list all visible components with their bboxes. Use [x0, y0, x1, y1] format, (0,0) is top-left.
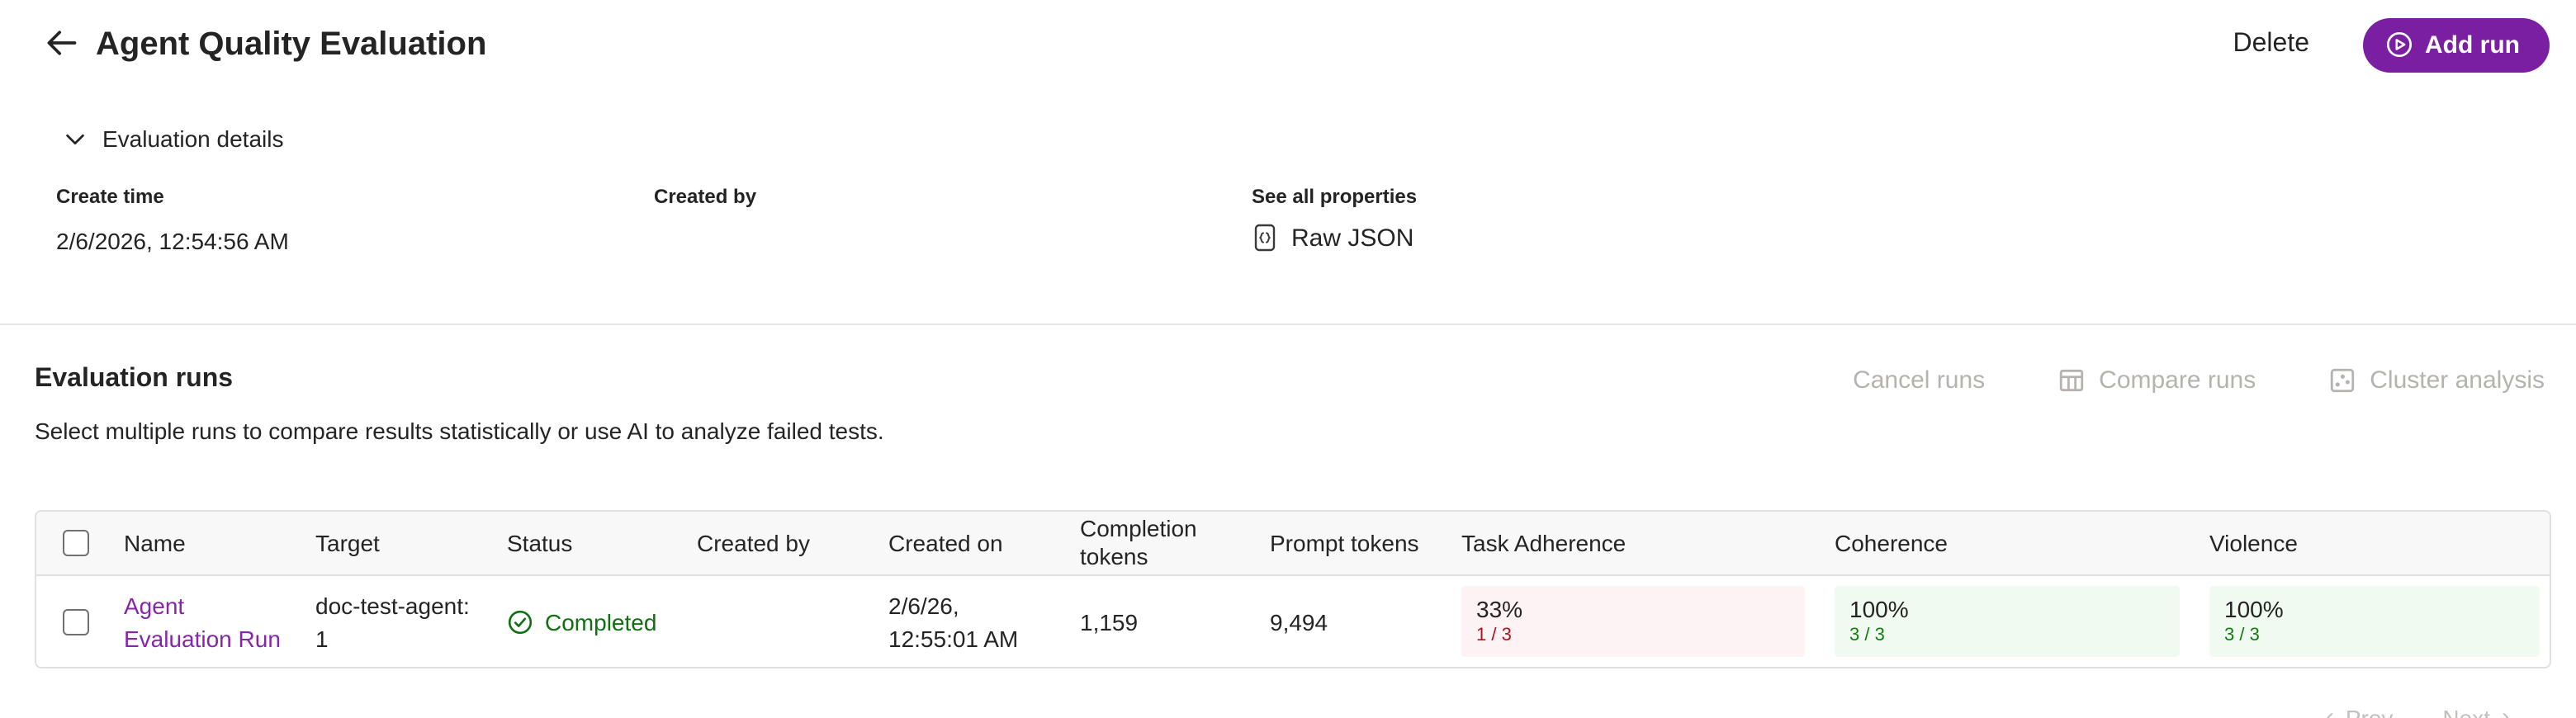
- runs-subtitle: Select multiple runs to compare results …: [35, 418, 884, 444]
- evaluation-runs-title: Evaluation runs: [35, 365, 234, 393]
- add-run-label: Add run: [2425, 31, 2520, 59]
- violence-metric: 100% 3 / 3: [2209, 586, 2540, 657]
- created-by-field: Created by: [654, 185, 756, 226]
- compare-runs-button[interactable]: Compare runs: [2057, 366, 2256, 394]
- prev-label: Prev: [2345, 705, 2394, 718]
- column-header-name[interactable]: Name: [124, 529, 186, 555]
- task-adherence-ratio: 1 / 3: [1476, 626, 1512, 645]
- run-name-link[interactable]: Agent Evaluation Run: [124, 592, 281, 651]
- create-time-field: Create time 2/6/2026, 12:54:56 AM: [56, 185, 289, 256]
- evaluation-details-toggle[interactable]: Evaluation details: [59, 122, 287, 155]
- task-adherence-metric: 33% 1 / 3: [1461, 586, 1805, 657]
- table-row: Agent Evaluation Run doc-test-agent: 1 C…: [36, 574, 2550, 667]
- raw-json-label: Raw JSON: [1291, 224, 1414, 252]
- see-all-properties-label: See all properties: [1252, 185, 1418, 208]
- run-prompt-tokens: 9,494: [1250, 574, 1442, 667]
- chevron-right-icon: ›: [2502, 703, 2510, 718]
- evaluation-runs-header: Evaluation runs Cancel runs Compare runs…: [35, 365, 2545, 394]
- column-header-coherence[interactable]: Coherence: [1835, 529, 1948, 555]
- back-button[interactable]: [40, 23, 83, 66]
- add-run-button[interactable]: Add run: [2362, 17, 2550, 72]
- run-status: Completed: [507, 605, 664, 638]
- back-arrow-icon: [43, 24, 79, 65]
- created-by-label: Created by: [654, 185, 757, 208]
- next-label: Next: [2442, 705, 2490, 718]
- select-all-checkbox[interactable]: [63, 530, 89, 556]
- section-divider: [0, 324, 2576, 325]
- play-circle-icon: [2384, 30, 2413, 59]
- column-header-task-adherence[interactable]: Task Adherence: [1461, 529, 1627, 555]
- evaluation-runs-table: Name Target Status Created by Created on…: [35, 510, 2551, 668]
- pagination: ‹ Prev Next ›: [2326, 705, 2510, 718]
- cluster-analysis-label: Cluster analysis: [2370, 366, 2545, 394]
- coherence-ratio: 3 / 3: [1849, 626, 1885, 645]
- check-circle-icon: [507, 608, 533, 635]
- next-page-button[interactable]: Next ›: [2442, 705, 2510, 718]
- table-header-row: Name Target Status Created by Created on…: [36, 512, 2550, 575]
- column-header-created-on[interactable]: Created on: [888, 529, 1003, 555]
- page-title: Agent Quality Evaluation: [96, 26, 487, 62]
- cluster-scatter-icon: [2328, 366, 2356, 394]
- column-header-target[interactable]: Target: [315, 529, 380, 555]
- create-time-label: Create time: [56, 185, 164, 208]
- cancel-runs-label: Cancel runs: [1853, 366, 1986, 394]
- coherence-pct: 100%: [1849, 596, 1909, 622]
- see-all-properties-field: See all properties Raw JSON: [1252, 185, 1417, 253]
- runs-actions: Cancel runs Compare runs Cluster analysi…: [1853, 366, 2545, 394]
- cluster-analysis-button[interactable]: Cluster analysis: [2328, 366, 2545, 394]
- details-fields: Create time 2/6/2026, 12:54:56 AM Create…: [0, 185, 2576, 287]
- column-header-status[interactable]: Status: [507, 529, 573, 555]
- task-adherence-pct: 33%: [1476, 596, 1523, 622]
- column-header-created-by[interactable]: Created by: [697, 529, 810, 555]
- column-header-prompt-tokens[interactable]: Prompt tokens: [1270, 529, 1419, 555]
- compare-runs-label: Compare runs: [2099, 366, 2256, 394]
- violence-pct: 100%: [2224, 596, 2284, 622]
- chevron-left-icon: ‹: [2325, 703, 2334, 718]
- run-status-label: Completed: [545, 608, 657, 635]
- violence-ratio: 3 / 3: [2224, 626, 2260, 645]
- coherence-metric: 100% 3 / 3: [1835, 586, 2180, 657]
- run-completion-tokens: 1,159: [1060, 574, 1250, 667]
- run-target: doc-test-agent: 1: [296, 574, 487, 667]
- row-checkbox[interactable]: [63, 608, 89, 635]
- raw-json-button[interactable]: Raw JSON: [1252, 223, 1413, 253]
- cancel-runs-button[interactable]: Cancel runs: [1853, 366, 1985, 394]
- prev-page-button[interactable]: ‹ Prev: [2326, 705, 2394, 718]
- run-created-on: 2/6/26, 12:55:01 AM: [869, 574, 1060, 667]
- top-bar: Agent Quality Evaluation Delete Add run: [0, 0, 2576, 89]
- evaluation-details-label: Evaluation details: [102, 125, 284, 152]
- run-created-by: [677, 574, 869, 667]
- chevron-down-icon: [63, 126, 88, 151]
- json-document-icon: [1252, 223, 1278, 253]
- delete-button[interactable]: Delete: [2230, 23, 2313, 66]
- column-header-completion-tokens[interactable]: Completion tokens: [1080, 515, 1197, 569]
- create-time-value: 2/6/2026, 12:54:56 AM: [56, 228, 289, 254]
- column-header-violence[interactable]: Violence: [2209, 529, 2298, 555]
- compare-table-icon: [2057, 366, 2086, 394]
